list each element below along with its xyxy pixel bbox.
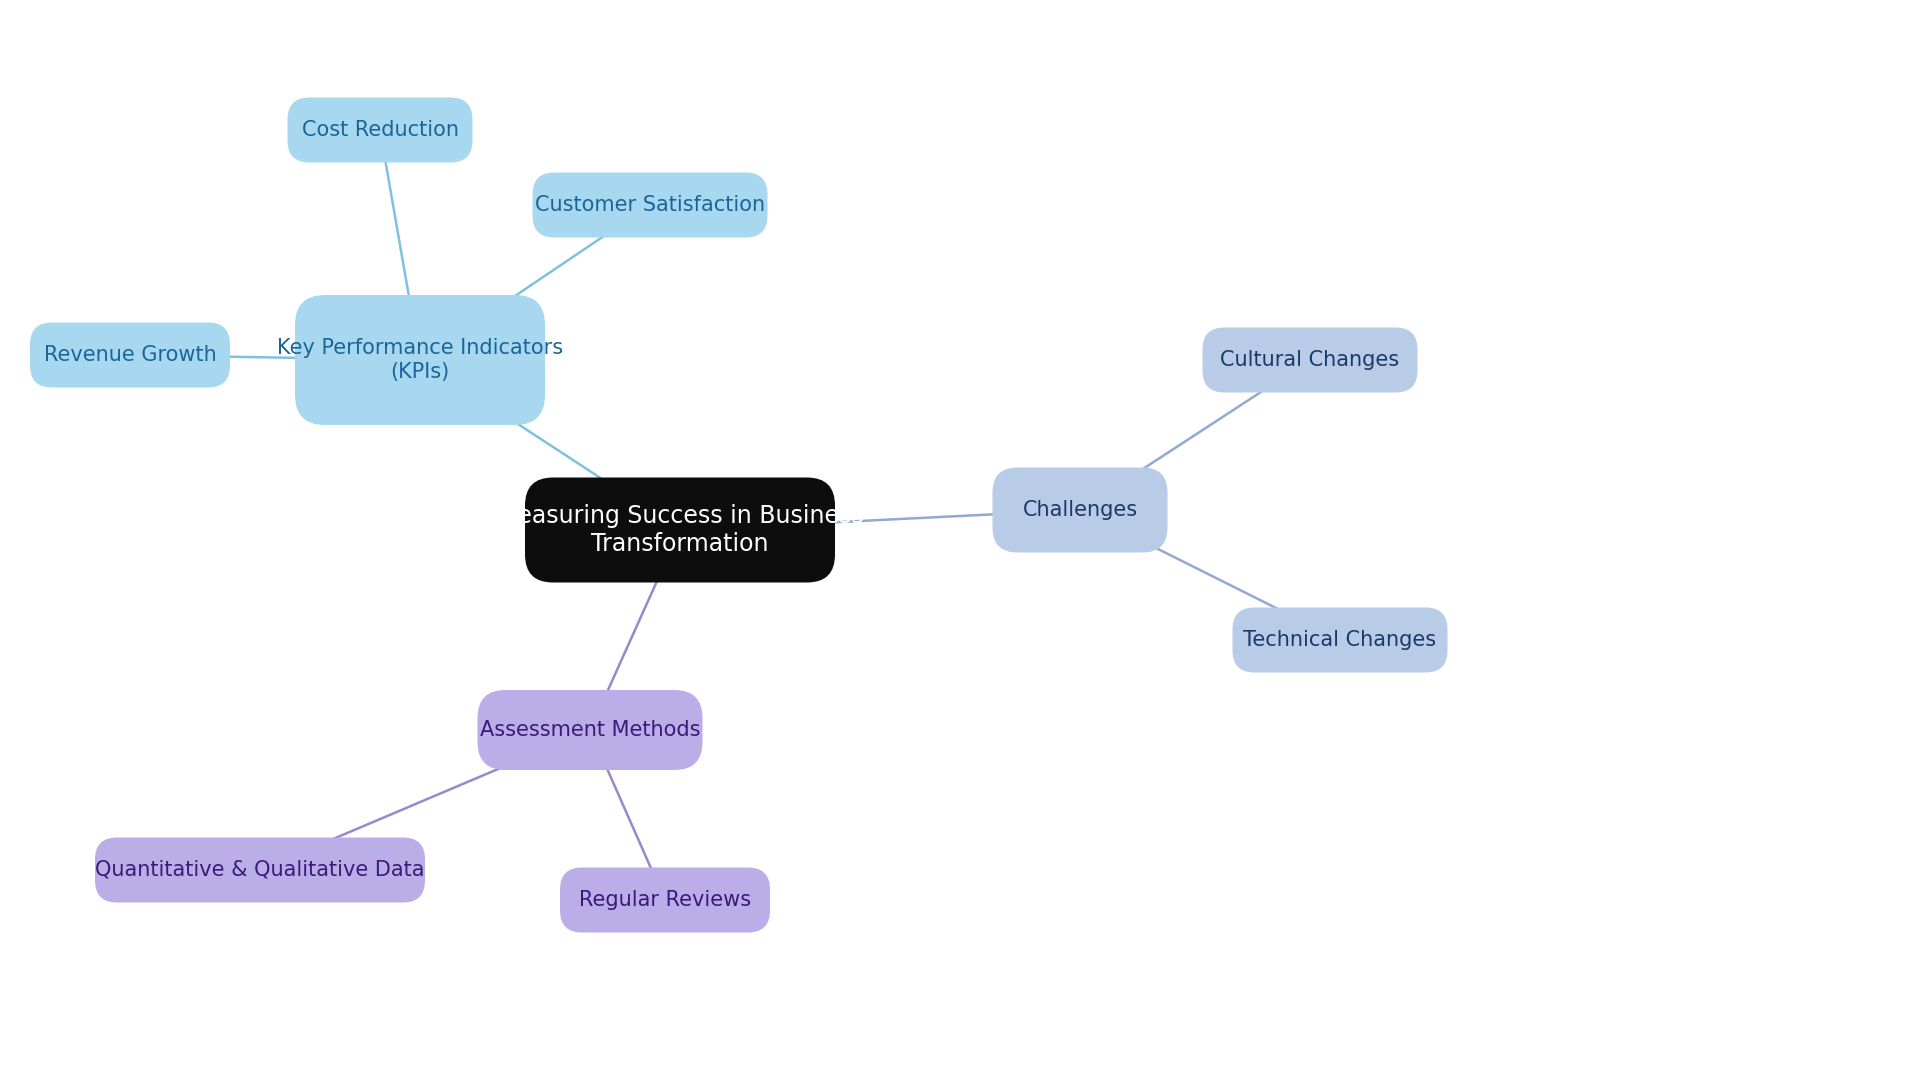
FancyBboxPatch shape: [1233, 608, 1448, 673]
Text: Assessment Methods: Assessment Methods: [480, 720, 701, 740]
Text: Quantitative & Qualitative Data: Quantitative & Qualitative Data: [96, 860, 424, 880]
FancyBboxPatch shape: [993, 468, 1167, 552]
FancyBboxPatch shape: [31, 323, 230, 388]
Text: Technical Changes: Technical Changes: [1244, 630, 1436, 650]
Text: Customer Satisfaction: Customer Satisfaction: [536, 195, 764, 216]
FancyBboxPatch shape: [94, 837, 424, 902]
FancyBboxPatch shape: [532, 172, 768, 237]
FancyBboxPatch shape: [288, 97, 472, 162]
FancyBboxPatch shape: [561, 867, 770, 932]
FancyBboxPatch shape: [296, 295, 545, 425]
FancyBboxPatch shape: [524, 478, 835, 583]
Text: Measuring Success in Business
Transformation: Measuring Success in Business Transforma…: [497, 504, 864, 556]
Text: Cultural Changes: Cultural Changes: [1221, 350, 1400, 370]
Text: Revenue Growth: Revenue Growth: [44, 345, 217, 365]
Text: Regular Reviews: Regular Reviews: [580, 890, 751, 910]
Text: Challenges: Challenges: [1023, 500, 1137, 520]
FancyBboxPatch shape: [1202, 327, 1417, 392]
Text: Key Performance Indicators
(KPIs): Key Performance Indicators (KPIs): [276, 338, 563, 381]
FancyBboxPatch shape: [478, 690, 703, 770]
Text: Cost Reduction: Cost Reduction: [301, 120, 459, 140]
